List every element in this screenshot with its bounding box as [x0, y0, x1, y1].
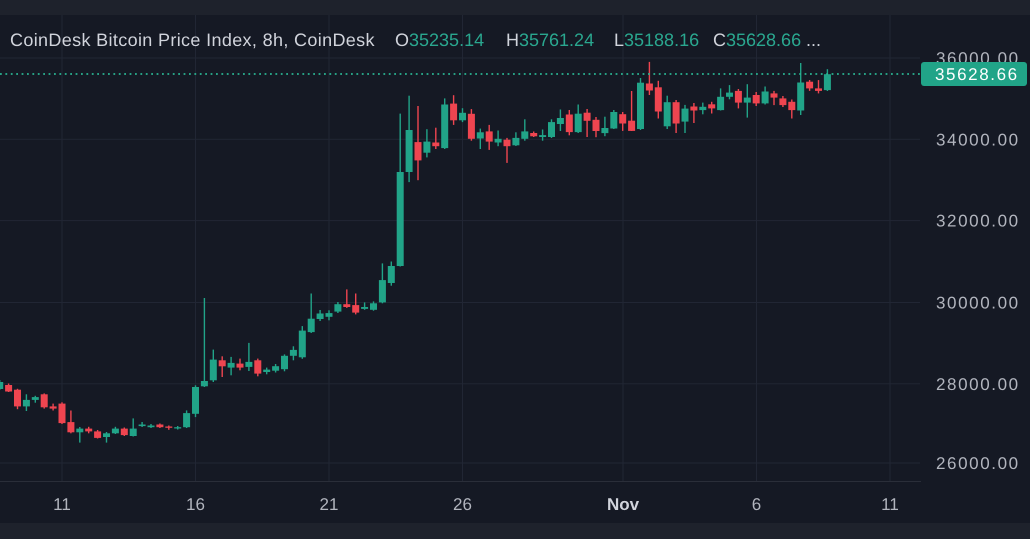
- svg-text:28000.00: 28000.00: [936, 375, 1020, 394]
- svg-text:30000.00: 30000.00: [936, 294, 1020, 313]
- svg-text:6: 6: [752, 495, 761, 514]
- svg-text:L35188.16: L35188.16: [614, 30, 699, 50]
- svg-text:C35628.66: C35628.66: [713, 30, 801, 50]
- svg-text:16: 16: [186, 495, 205, 514]
- svg-text:26000.00: 26000.00: [936, 454, 1020, 473]
- svg-text:32000.00: 32000.00: [936, 212, 1020, 231]
- svg-text:35628.66: 35628.66: [935, 65, 1019, 84]
- svg-text:H35761.24: H35761.24: [506, 30, 594, 50]
- svg-text:Nov: Nov: [607, 495, 640, 514]
- svg-text:11: 11: [53, 495, 71, 514]
- svg-text:34000.00: 34000.00: [936, 130, 1020, 149]
- svg-text:...: ...: [806, 30, 821, 50]
- svg-text:21: 21: [320, 495, 339, 514]
- svg-text:11: 11: [881, 495, 899, 514]
- svg-text:O35235.14: O35235.14: [395, 30, 484, 50]
- svg-text:CoinDesk Bitcoin Price Index,: CoinDesk Bitcoin Price Index, 8h, CoinDe…: [10, 30, 376, 50]
- svg-text:26: 26: [453, 495, 472, 514]
